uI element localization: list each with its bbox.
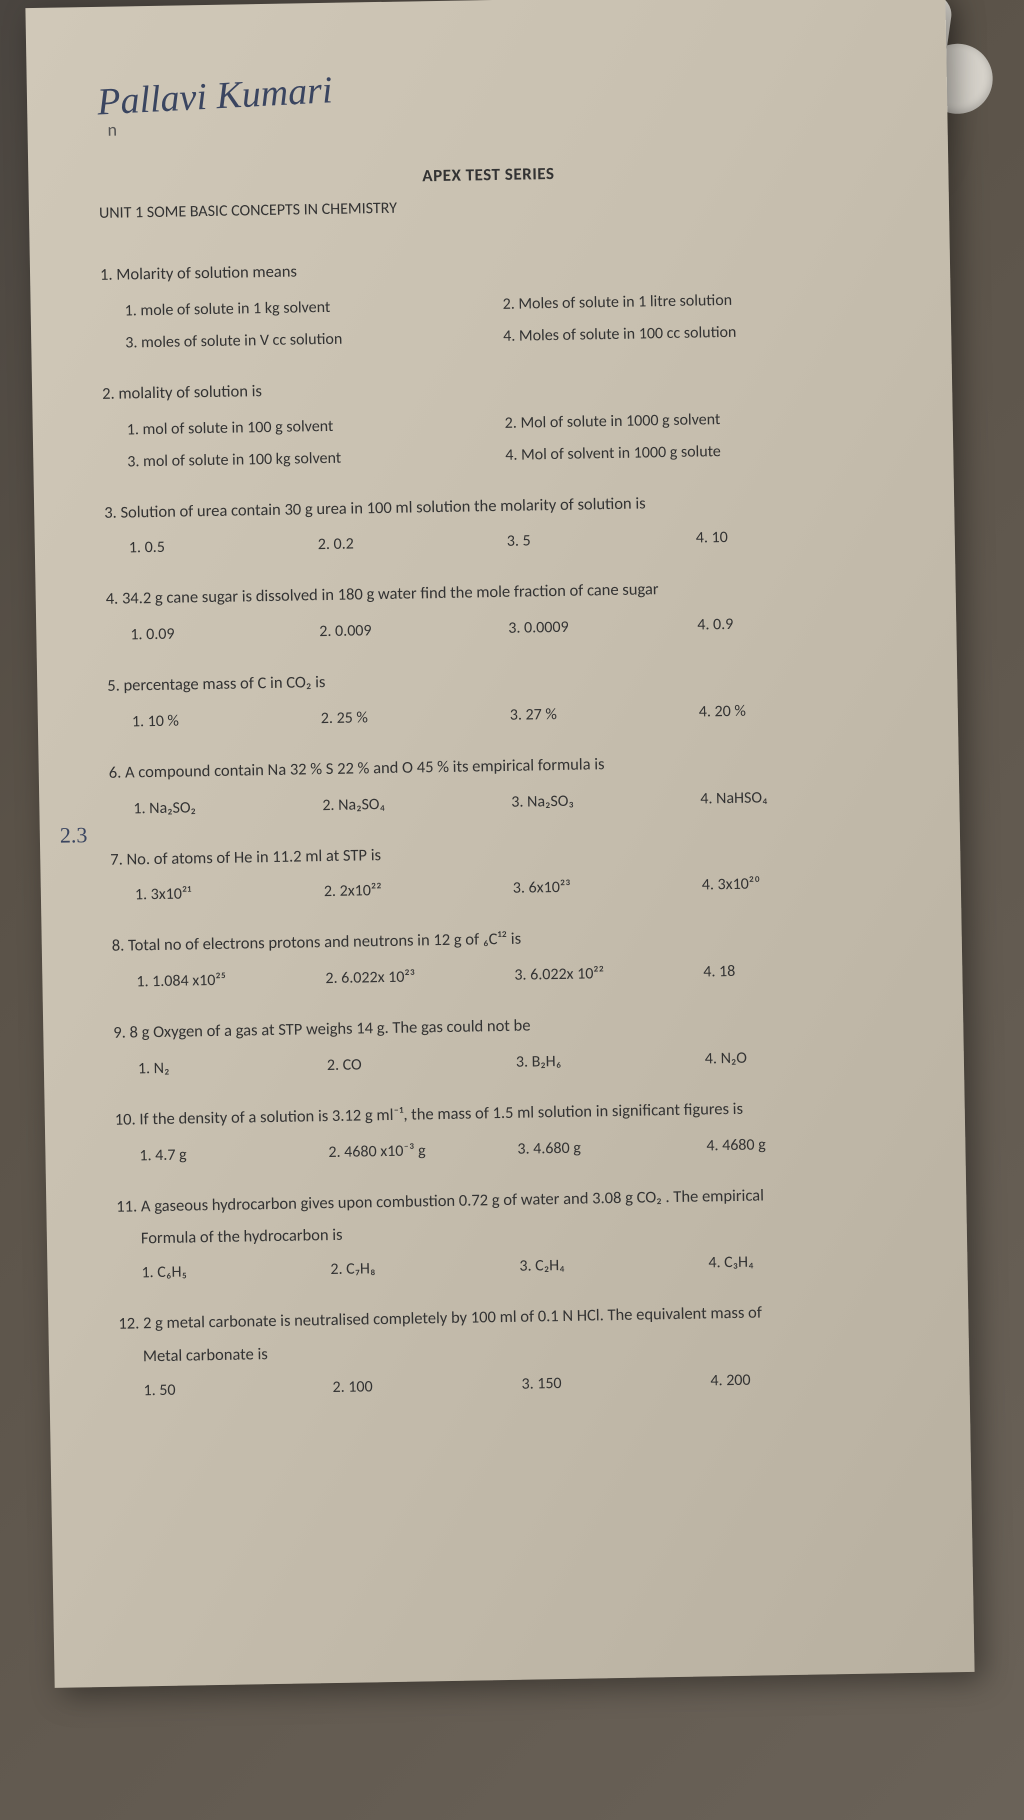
options-row: 1. 0.092. 0.0093. 0.00094. 0.9 (106, 606, 886, 652)
option: 4. 200 (710, 1362, 900, 1397)
exam-paper: Pallavi Kumari n APEX TEST SERIES UNIT 1… (25, 0, 974, 1688)
option: 4. NaHSO₄ (700, 780, 890, 815)
question-text: 9. 8 g Oxygen of a gas at STP weighs 14 … (113, 1007, 893, 1045)
option: 3. mol of solute in 100 kg solvent (127, 439, 506, 478)
option: 3. 5 (507, 523, 697, 558)
option: 4. Moles of solute in 100 cc solution (503, 314, 882, 353)
option: 2. 25 % (321, 700, 511, 735)
option: 3. 0.0009 (508, 610, 698, 645)
option: 3. 6x10²³ (513, 870, 703, 905)
options-row: 1. 502. 1003. 1504. 200 (119, 1362, 899, 1408)
option: 4. C₃H₄ (708, 1244, 898, 1279)
options-row: 1. 0.52. 0.23. 54. 10 (105, 519, 885, 565)
question-text: 8. Total no of electrons protons and neu… (112, 920, 892, 958)
option: 3. Na₂SO₃ (511, 783, 701, 818)
question-text: 1. Molarity of solution means (100, 249, 880, 287)
question: 4. 34.2 g cane sugar is dissolved in 180… (106, 573, 887, 651)
question-text: 3. Solution of urea contain 30 g urea in… (104, 487, 884, 525)
option: 3. moles of solute in V cc solution (125, 321, 504, 360)
option: 1. 4.7 g (139, 1137, 329, 1172)
question-text: 5. percentage mass of C in CO₂ is (107, 660, 887, 698)
question: 6. A compound contain Na 32 % S 22 % and… (109, 747, 890, 825)
question: 3. Solution of urea contain 30 g urea in… (104, 487, 885, 565)
option: 1. 1.084 x10²⁵ (136, 963, 326, 998)
unit-title: UNIT 1 SOME BASIC CONCEPTS IN CHEMISTRY (99, 190, 879, 223)
option: 3. 27 % (510, 696, 700, 731)
options-row: 1. mol of solute in 100 g solvent2. Mol … (103, 401, 884, 479)
option: 4. 18 (703, 953, 893, 988)
options-row: 1. 4.7 g2. 4680 x10⁻³ g3. 4.680 g4. 4680… (115, 1127, 895, 1173)
options-row: 1. Na₂SO₂2. Na₂SO₄3. Na₂SO₃4. NaHSO₄ (109, 780, 889, 826)
options-row: 1. mole of solute in 1 kg solvent2. Mole… (100, 282, 881, 360)
series-title: APEX TEST SERIES (98, 157, 878, 192)
question-text: 12. 2 g metal carbonate is neutralised c… (118, 1298, 898, 1336)
question: 7. No. of atoms of He in 11.2 ml at STP … (110, 834, 891, 912)
question-text: 4. 34.2 g cane sugar is dissolved in 180… (106, 573, 886, 611)
option: 2. C₇H₈ (330, 1251, 520, 1286)
options-row: 1. 10 %2. 25 %3. 27 %4. 20 % (108, 693, 888, 739)
option: 3. 150 (521, 1365, 711, 1400)
option: 2. 2x10²² (324, 873, 514, 908)
option: 4. Mol of solvent in 1000 g solute (505, 433, 884, 472)
options-row: 1. C₆H₅2. C₇H₈3. C₂H₄4. C₃H₄ (117, 1244, 897, 1290)
option: 2. Na₂SO₄ (322, 786, 512, 821)
option: 2. 0.009 (319, 613, 509, 648)
option: 4. 20 % (699, 693, 889, 728)
options-row: 1. N₂2. CO3. B₂H₆4. N₂O (114, 1040, 894, 1086)
question-text: 7. No. of atoms of He in 11.2 ml at STP … (110, 834, 890, 872)
question: 12. 2 g metal carbonate is neutralised c… (118, 1298, 900, 1407)
question: 9. 8 g Oxygen of a gas at STP weighs 14 … (113, 1007, 894, 1085)
option: 2. 0.2 (318, 526, 508, 561)
question: 11. A gaseous hydrocarbon gives upon com… (116, 1181, 898, 1290)
option: 2. 6.022x 10²³ (325, 960, 515, 995)
options-row: 1. 3x10²¹2. 2x10²²3. 6x10²³4. 3x10²⁰ (111, 866, 891, 912)
option: 1. 0.09 (130, 616, 320, 651)
margin-note: 2.3 (60, 822, 88, 848)
question-text: 11. A gaseous hydrocarbon gives upon com… (116, 1181, 896, 1219)
option: 1. C₆H₅ (141, 1254, 331, 1289)
option: 1. 10 % (132, 703, 322, 738)
option: 1. N₂ (138, 1050, 328, 1085)
option: 3. 4.680 g (517, 1130, 707, 1165)
question-text: 2. molality of solution is (102, 368, 882, 406)
question-text: 6. A compound contain Na 32 % S 22 % and… (109, 747, 889, 785)
option: 4. 3x10²⁰ (702, 866, 892, 901)
option: 2. CO (327, 1047, 517, 1082)
option: 1. 50 (143, 1372, 333, 1407)
question: 8. Total no of electrons protons and neu… (112, 920, 893, 998)
options-row: 1. 1.084 x10²⁵2. 6.022x 10²³3. 6.022x 10… (112, 953, 892, 999)
option: 1. 0.5 (129, 529, 319, 564)
question: 5. percentage mass of C in CO₂ is1. 10 %… (107, 660, 888, 738)
question: 10. If the density of a solution is 3.12… (115, 1094, 896, 1172)
option: 2. 4680 x10⁻³ g (328, 1133, 518, 1168)
option: 1. 3x10²¹ (135, 876, 325, 911)
question-text: 10. If the density of a solution is 3.12… (115, 1094, 895, 1132)
questions-list: 1. Molarity of solution means1. mole of … (100, 249, 900, 1407)
option: 2. 100 (332, 1368, 522, 1403)
option: 3. 6.022x 10²² (514, 956, 704, 991)
option: 4. 4680 g (706, 1127, 896, 1162)
option: 1. Na₂SO₂ (133, 790, 323, 825)
question: 2. molality of solution is1. mol of solu… (102, 368, 884, 478)
option: 3. B₂H₆ (516, 1043, 706, 1078)
option: 4. 0.9 (697, 606, 887, 641)
option: 4. 10 (695, 519, 885, 554)
question: 1. Molarity of solution means1. mole of … (100, 249, 882, 359)
option: 3. C₂H₄ (519, 1247, 709, 1282)
option: 4. N₂O (705, 1040, 895, 1075)
